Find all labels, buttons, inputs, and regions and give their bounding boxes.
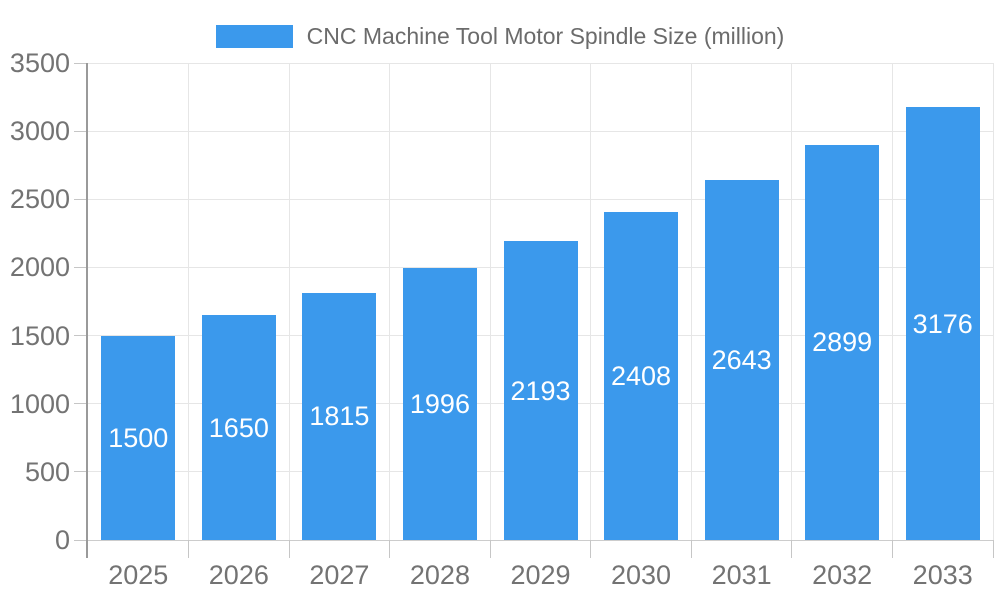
x-tick: [389, 540, 391, 558]
x-tick: [992, 540, 994, 558]
x-tick-label: 2030: [611, 560, 672, 590]
bar-value-label: 1815: [309, 401, 370, 432]
x-gridline: [489, 63, 491, 540]
x-tick-label: 2028: [409, 560, 470, 590]
y-tick: [74, 62, 88, 64]
y-tick: [74, 266, 88, 268]
y-tick-label: 1000: [9, 388, 70, 419]
bar: 2193: [503, 241, 578, 540]
legend-label: CNC Machine Tool Motor Spindle Size (mil…: [306, 23, 785, 49]
x-tick-label: 2029: [510, 560, 571, 590]
y-tick: [74, 471, 88, 473]
y-tick-label: 2500: [9, 184, 70, 215]
bar: 2408: [604, 211, 679, 540]
y-gridline: [88, 62, 993, 64]
x-tick-label: 2032: [812, 560, 873, 590]
y-gridline: [88, 198, 993, 200]
x-gridline: [288, 63, 290, 540]
y-tick: [74, 130, 88, 132]
y-tick-label: 2000: [9, 252, 70, 283]
x-tick-label: 2031: [711, 560, 772, 590]
x-tick: [891, 540, 893, 558]
bar-value-label: 3176: [912, 308, 973, 339]
bar-value-label: 2643: [711, 344, 772, 375]
x-tick: [590, 540, 592, 558]
x-gridline: [690, 63, 692, 540]
y-gridline: [88, 130, 993, 132]
x-tick: [489, 540, 491, 558]
bar: 1650: [201, 315, 276, 540]
x-tick: [288, 540, 290, 558]
x-tick: [791, 540, 793, 558]
y-axis-line: [86, 63, 88, 558]
x-tick-label: 2027: [309, 560, 370, 590]
y-tick: [74, 539, 88, 541]
x-gridline: [891, 63, 893, 540]
x-tick: [188, 540, 190, 558]
y-tick-label: 3500: [9, 48, 70, 78]
legend: CNC Machine Tool Motor Spindle Size (mil…: [0, 23, 1000, 49]
bar: 3176: [905, 107, 980, 540]
legend-swatch: [215, 24, 293, 48]
bar-value-label: 2193: [510, 375, 571, 406]
bar: 1996: [402, 267, 477, 540]
bar-value-label: 1996: [409, 388, 470, 419]
y-tick: [74, 198, 88, 200]
y-tick: [74, 403, 88, 405]
x-tick-label: 2025: [108, 560, 169, 590]
x-tick-label: 2033: [912, 560, 973, 590]
bar-value-label: 1500: [108, 422, 169, 453]
bar-value-label: 2408: [611, 360, 672, 391]
bar: 1815: [302, 292, 377, 540]
y-tick: [74, 335, 88, 337]
x-gridline: [188, 63, 190, 540]
x-gridline: [992, 63, 994, 540]
y-tick-label: 1500: [9, 320, 70, 351]
x-gridline: [389, 63, 391, 540]
bar-value-label: 2899: [812, 327, 873, 358]
x-tick-label: 2026: [208, 560, 269, 590]
y-tick-label: 0: [54, 525, 70, 555]
y-tick-label: 3000: [9, 116, 70, 147]
bar: 2899: [805, 144, 880, 540]
y-tick-label: 500: [24, 456, 70, 487]
x-gridline: [791, 63, 793, 540]
x-gridline: [590, 63, 592, 540]
x-tick: [690, 540, 692, 558]
y-gridline: [88, 539, 993, 541]
bar: 2643: [704, 179, 779, 540]
bar-value-label: 1650: [208, 412, 269, 443]
bar: 1500: [101, 335, 176, 540]
